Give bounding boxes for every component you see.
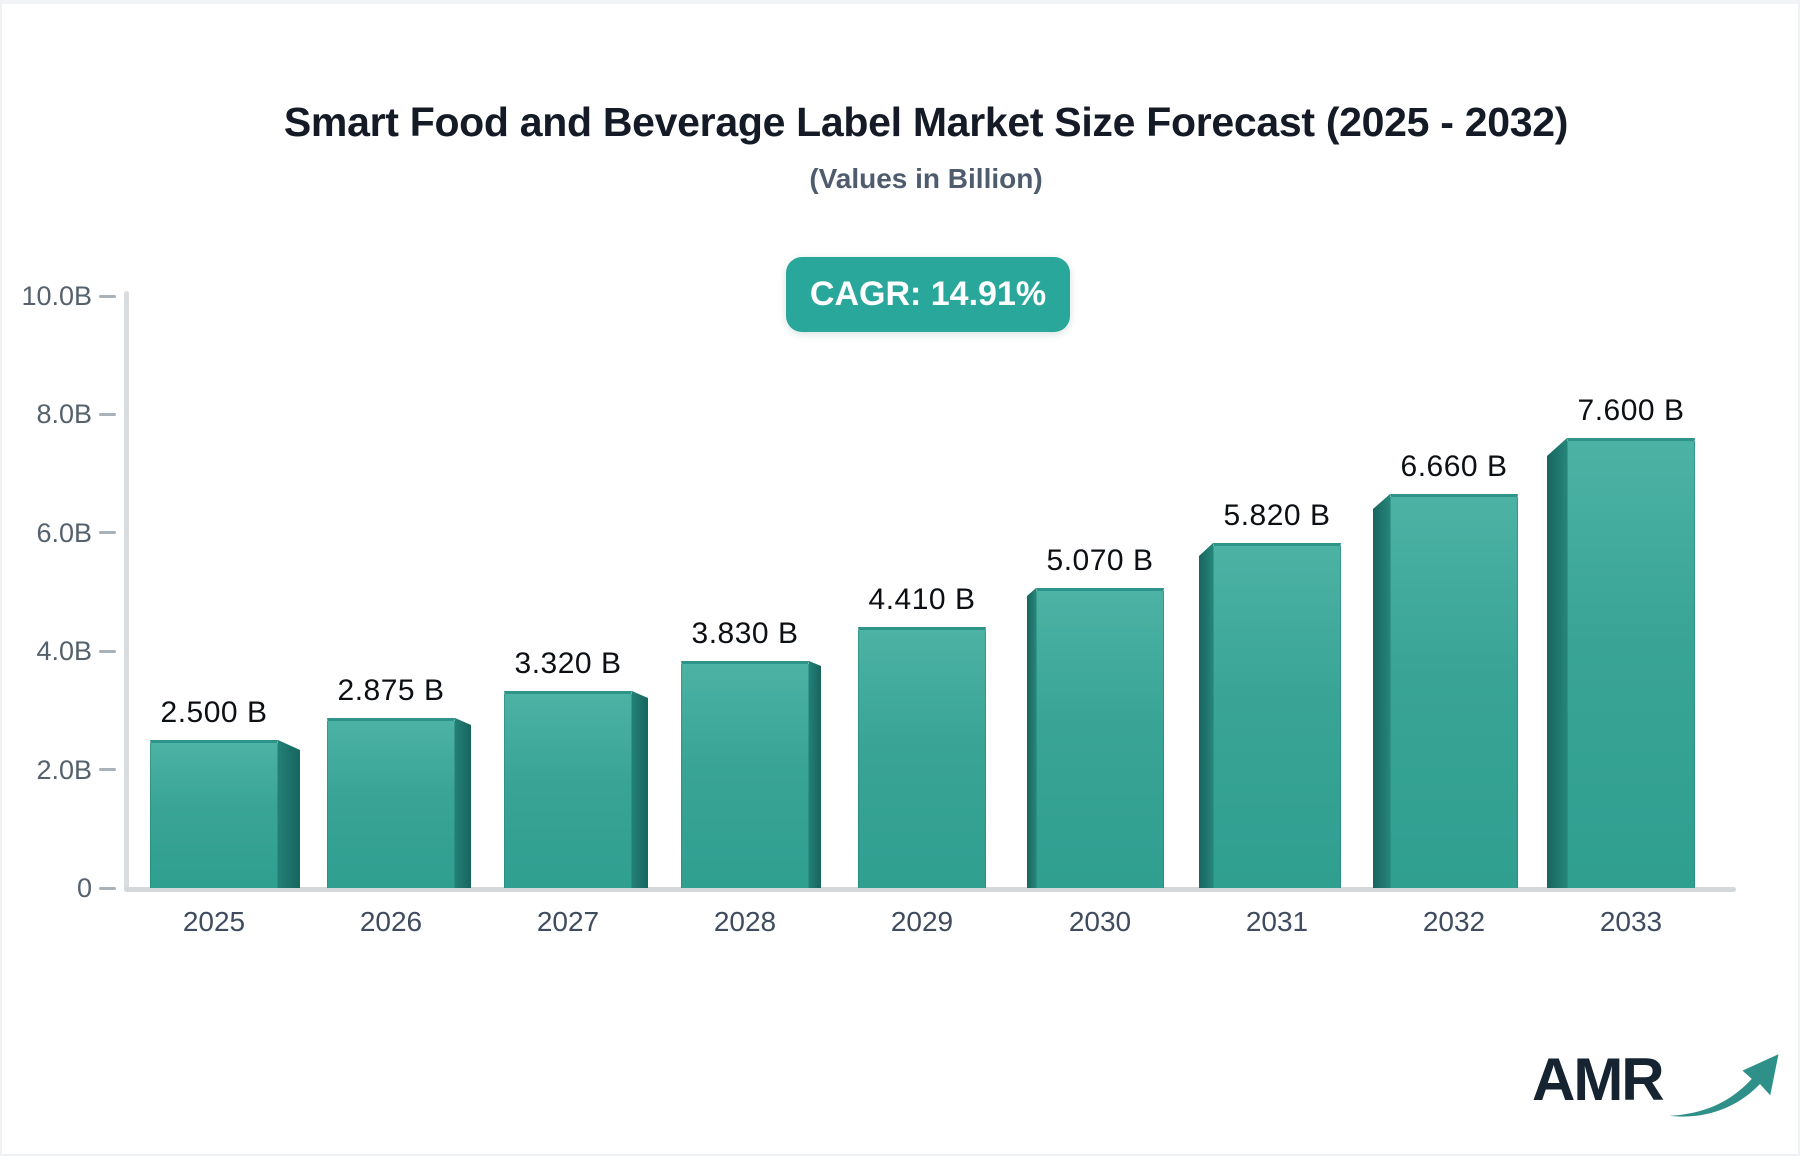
y-tick <box>99 649 116 653</box>
x-axis-label-2033: 2033 <box>1599 906 1663 937</box>
bar-side-2028 <box>809 661 821 888</box>
y-axis-line <box>124 291 129 892</box>
cagr-badge: CAGR: 14.91% <box>786 257 1070 332</box>
bar-side-2026 <box>455 718 471 888</box>
y-tick <box>99 886 116 890</box>
y-tick <box>99 412 116 416</box>
bar-2029 <box>858 627 986 888</box>
bar-2030 <box>1036 588 1164 888</box>
cagr-badge-label: CAGR: 14.91% <box>809 275 1047 313</box>
x-axis-label-2032: 2032 <box>1422 906 1486 937</box>
y-tick-label: 0 <box>76 873 92 903</box>
x-axis-label-2025: 2025 <box>182 906 246 937</box>
x-axis-label-2028: 2028 <box>713 906 777 937</box>
bar-side-2032 <box>1373 494 1390 888</box>
amr-logo-text: AMR <box>1532 1046 1665 1113</box>
bar-2033 <box>1567 438 1695 888</box>
bar-value-label: 3.830 B <box>691 617 799 650</box>
y-tick <box>99 531 116 535</box>
x-axis-label-2030: 2030 <box>1068 906 1132 937</box>
bar-value-label: 5.070 B <box>1046 544 1154 577</box>
x-axis-label-2027: 2027 <box>536 906 600 937</box>
bar-2028 <box>681 661 809 888</box>
bar-side-2027 <box>632 691 648 888</box>
bar-side-2033 <box>1547 438 1567 888</box>
growth-arrow-icon <box>1669 1054 1779 1117</box>
x-axis-label-2026: 2026 <box>359 906 423 937</box>
bar-value-label: 4.410 B <box>868 583 976 616</box>
amr-logo: AMR <box>1532 1040 1779 1126</box>
bar-value-label: 2.500 B <box>160 696 268 729</box>
bar-value-label: 3.320 B <box>514 647 622 680</box>
bar-side-2031 <box>1199 543 1213 888</box>
bar-side-2030 <box>1027 588 1036 888</box>
y-tick-label: 8.0B <box>36 399 92 430</box>
y-tick <box>99 768 116 772</box>
x-axis-label-2031: 2031 <box>1245 906 1309 937</box>
y-tick <box>99 294 116 298</box>
y-tick-label: 6.0B <box>36 517 92 548</box>
y-tick-label: 4.0B <box>36 636 92 667</box>
bar-2031 <box>1213 543 1341 888</box>
bar-value-label: 5.820 B <box>1223 499 1331 532</box>
y-tick-label: 2.0B <box>36 754 92 785</box>
bar-value-label: 7.600 B <box>1577 394 1685 427</box>
x-axis-line <box>124 887 1736 892</box>
bar-value-label: 2.875 B <box>337 674 445 707</box>
x-axis-label-2029: 2029 <box>890 906 954 937</box>
chart-header: Smart Food and Beverage Label Market Siz… <box>54 99 1798 195</box>
bar-2025 <box>150 740 278 888</box>
bar-side-2025 <box>278 740 300 888</box>
bar-2027 <box>504 691 632 888</box>
bar-value-label: 6.660 B <box>1400 450 1508 483</box>
bar-2026 <box>327 718 455 888</box>
chart-subtitle: (Values in Billion) <box>809 163 1043 195</box>
y-tick-label: 10.0B <box>21 281 92 311</box>
bar-2032 <box>1390 494 1518 888</box>
chart-title: Smart Food and Beverage Label Market Siz… <box>283 99 1569 145</box>
